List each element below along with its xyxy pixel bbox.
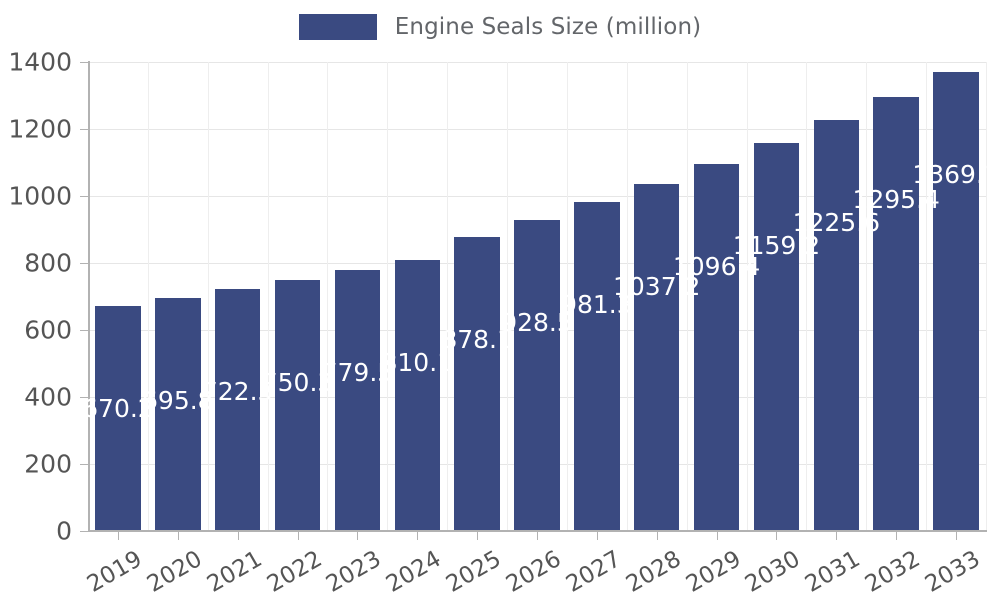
x-axis-tick-mark <box>956 531 958 540</box>
y-axis-tick-label: 1400 <box>8 47 72 77</box>
bar[interactable] <box>274 279 321 531</box>
y-axis-tick-mark <box>80 62 88 63</box>
bar-value-label: 928.5 <box>501 307 573 337</box>
vertical-gridline <box>507 62 509 531</box>
x-axis-tick-mark <box>596 531 598 540</box>
bar[interactable] <box>813 120 860 531</box>
x-axis-tick-mark <box>537 531 538 540</box>
y-axis-tick-mark <box>80 196 88 197</box>
x-axis-tick-mark <box>237 531 239 540</box>
y-axis-tick-label: 1000 <box>8 181 72 211</box>
bar[interactable] <box>214 288 261 531</box>
vertical-gridline <box>686 62 688 531</box>
y-axis-tick-mark <box>80 464 88 465</box>
x-axis-tick-mark <box>177 531 179 540</box>
bar[interactable] <box>633 183 680 531</box>
bar-value-label: 1037.2 <box>612 271 701 301</box>
legend-label: Engine Seals Size (million) <box>394 14 702 40</box>
vertical-gridline <box>447 62 449 531</box>
vertical-gridline <box>147 62 149 531</box>
bar[interactable] <box>574 202 620 531</box>
bar[interactable] <box>933 72 979 531</box>
plot-area <box>88 61 987 532</box>
bar[interactable] <box>693 163 740 531</box>
chart-legend: Engine Seals Size (million) <box>0 10 1000 44</box>
y-axis-tick-label: 1200 <box>8 114 72 144</box>
bar-value-label: 695.8 <box>142 385 214 415</box>
x-axis-tick-mark <box>656 531 658 540</box>
vertical-gridline <box>207 62 209 531</box>
y-axis-tick-label: 0 <box>56 516 72 546</box>
vertical-gridline <box>267 62 269 531</box>
x-axis-tick-mark <box>297 531 299 540</box>
bar[interactable] <box>155 297 201 531</box>
gridline <box>88 62 986 63</box>
vertical-gridline <box>746 62 748 531</box>
vertical-gridline <box>806 62 808 531</box>
gridline <box>88 129 986 130</box>
bar-value-label: 1225.6 <box>792 208 881 238</box>
y-axis-tick-mark <box>80 330 88 331</box>
x-axis-tick-mark <box>357 531 359 540</box>
x-axis-tick-mark <box>896 531 898 540</box>
bar-value-label: 750.3 <box>261 367 334 397</box>
y-axis-tick-mark <box>80 531 88 532</box>
bar[interactable] <box>454 236 500 531</box>
bar-value-label: 878.1 <box>441 324 513 354</box>
y-axis-spine <box>88 61 90 532</box>
vertical-gridline <box>387 62 389 531</box>
bar-value-label: 1369.1 <box>912 160 1000 190</box>
legend-swatch-icon <box>298 14 377 40</box>
y-axis-tick-mark <box>80 397 88 398</box>
bar-value-label: 810.1 <box>381 347 454 377</box>
y-axis-tick-mark <box>80 129 88 130</box>
vertical-gridline <box>327 62 329 531</box>
vertical-gridline <box>866 62 868 531</box>
bar[interactable] <box>394 259 440 531</box>
gridline <box>88 196 986 197</box>
x-axis-tick-mark <box>716 531 718 540</box>
vertical-gridline <box>626 62 628 531</box>
y-axis-tick-label: 400 <box>24 382 72 412</box>
bar-value-label: 1159.2 <box>732 230 821 260</box>
bar[interactable] <box>334 269 381 531</box>
x-axis-tick-mark <box>117 531 119 540</box>
bar-value-label: 1096.4 <box>672 251 761 281</box>
y-axis-tick-label: 600 <box>24 315 72 345</box>
y-axis-tick-label: 800 <box>24 248 72 278</box>
vertical-gridline <box>566 62 568 531</box>
bar-value-label: 670.2 <box>82 394 154 424</box>
bar-value-label: 722.5 <box>201 376 274 406</box>
y-axis-tick-label: 200 <box>24 449 72 479</box>
x-axis-tick-mark <box>477 531 479 540</box>
vertical-gridline <box>986 62 987 531</box>
bar-value-label: 1295.4 <box>852 185 940 215</box>
bar[interactable] <box>514 219 560 531</box>
x-axis-tick-mark <box>836 531 838 540</box>
bar-value-label: 981.3 <box>561 290 633 320</box>
vertical-gridline <box>926 62 928 531</box>
bar[interactable] <box>753 142 800 531</box>
bar[interactable] <box>873 97 919 531</box>
y-axis-tick-mark <box>80 263 88 264</box>
bar-value-label: 779.5 <box>321 357 394 387</box>
x-axis-tick-mark <box>417 531 419 540</box>
x-axis-tick-mark <box>776 531 778 540</box>
bar[interactable] <box>95 306 141 531</box>
